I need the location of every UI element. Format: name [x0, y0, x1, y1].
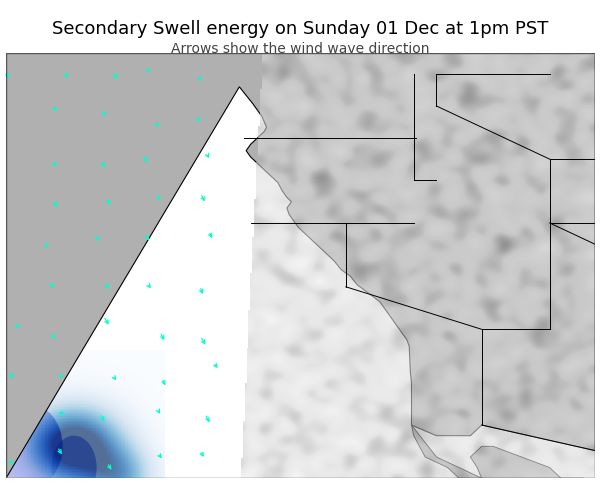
- Ellipse shape: [0, 404, 63, 488]
- Ellipse shape: [51, 436, 97, 488]
- Text: Arrows show the wind wave direction: Arrows show the wind wave direction: [171, 41, 430, 56]
- Polygon shape: [6, 54, 595, 478]
- Text: Secondary Swell energy on Sunday 01 Dec at 1pm PST: Secondary Swell energy on Sunday 01 Dec …: [52, 20, 549, 38]
- Polygon shape: [412, 425, 584, 478]
